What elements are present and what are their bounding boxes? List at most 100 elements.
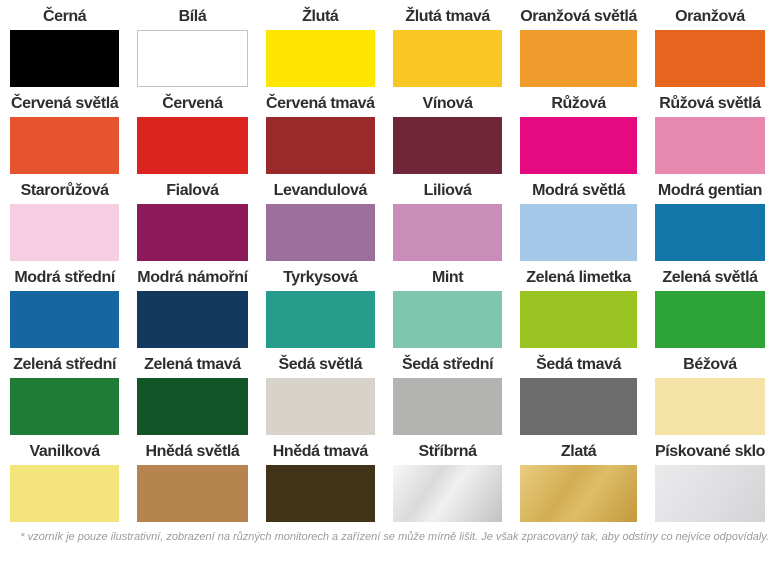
- color-label: Béžová: [683, 356, 737, 373]
- color-swatch: [520, 291, 637, 348]
- color-label: Modrá námořní: [137, 269, 248, 286]
- disclaimer-note: * vzorník je pouze ilustrativní, zobraze…: [20, 531, 769, 543]
- color-swatch: [137, 204, 248, 261]
- color-cell-staroruzova: Starorůžová: [10, 178, 120, 261]
- color-label: Tyrkysová: [283, 269, 358, 286]
- color-cell-oranzova-svetla: Oranžová světlá: [520, 4, 637, 87]
- color-label: Zelená tmavá: [144, 356, 241, 373]
- color-label: Modrá střední: [14, 269, 115, 286]
- color-label: Zelená světlá: [662, 269, 758, 286]
- color-swatch: [392, 204, 503, 261]
- color-label: Liliová: [423, 182, 472, 199]
- color-cell-cervena: Červená: [137, 91, 248, 174]
- color-swatch: [265, 291, 375, 348]
- color-label: Bílá: [178, 8, 207, 25]
- color-swatch: [10, 204, 120, 261]
- color-swatch: [265, 378, 375, 435]
- color-cell-cerna: Černá: [10, 4, 120, 87]
- color-cell-fialova: Fialová: [137, 178, 248, 261]
- color-label: Pískované sklo: [654, 443, 765, 460]
- color-cell-stribrna: Stříbrná: [392, 439, 503, 522]
- color-cell-bezova: Béžová: [654, 352, 765, 435]
- color-cell-ruzova: Růžová: [520, 91, 637, 174]
- color-cell-zlata: Zlatá: [520, 439, 637, 522]
- color-label: Červená světlá: [10, 95, 119, 112]
- color-cell-seda-svetla: Šedá světlá: [265, 352, 375, 435]
- color-cell-hneda-svetla: Hnědá světlá: [137, 439, 248, 522]
- color-cell-vinova: Vínová: [392, 91, 503, 174]
- color-label: Starorůžová: [20, 182, 109, 199]
- color-label: Modrá gentian: [657, 182, 763, 199]
- color-swatch: [265, 30, 375, 87]
- color-swatch: [265, 465, 375, 522]
- color-label: Černá: [42, 8, 87, 25]
- color-cell-hneda-tmava: Hnědá tmavá: [265, 439, 375, 522]
- color-swatch: [392, 465, 503, 522]
- color-label: Hnědá tmavá: [272, 443, 369, 460]
- color-swatch: [137, 117, 248, 174]
- color-palette-grid: Černá Bílá Žlutá Žlutá tmavá Oranžová sv…: [10, 4, 765, 522]
- color-label: Šedá světlá: [278, 356, 363, 373]
- color-label: Mint: [431, 269, 464, 286]
- color-swatch: [137, 30, 248, 87]
- color-swatch: [654, 378, 765, 435]
- color-label: Zlatá: [560, 443, 597, 460]
- color-swatch: [10, 378, 120, 435]
- color-label: Modrá světlá: [532, 182, 626, 199]
- color-swatch: [392, 30, 503, 87]
- color-swatch: [392, 291, 503, 348]
- color-label: Hnědá světlá: [145, 443, 240, 460]
- color-label: Zelená střední: [13, 356, 117, 373]
- color-cell-zelena-tmava: Zelená tmavá: [137, 352, 248, 435]
- color-cell-bila: Bílá: [137, 4, 248, 87]
- color-swatch: [137, 378, 248, 435]
- color-label: Vínová: [422, 95, 473, 112]
- color-swatch: [10, 291, 120, 348]
- color-label: Vanilková: [29, 443, 101, 460]
- color-cell-modra-stredni: Modrá střední: [10, 265, 120, 348]
- color-swatch: [137, 291, 248, 348]
- color-swatch: [520, 378, 637, 435]
- color-cell-tyrkysova: Tyrkysová: [265, 265, 375, 348]
- color-cell-ruzova-svetla: Růžová světlá: [654, 91, 765, 174]
- color-cell-modra-namorni: Modrá námořní: [137, 265, 248, 348]
- color-cell-piskovane-sklo: Pískované sklo: [654, 439, 765, 522]
- color-swatch: [654, 465, 765, 522]
- color-swatch: [137, 465, 248, 522]
- color-swatch: [520, 117, 637, 174]
- color-label: Oranžová světlá: [520, 8, 637, 25]
- color-label: Žlutá: [302, 8, 339, 25]
- color-label: Šedá střední: [401, 356, 494, 373]
- color-cell-levandulova: Levandulová: [265, 178, 375, 261]
- color-label: Oranžová: [675, 8, 745, 25]
- color-swatch: [520, 204, 637, 261]
- color-label: Růžová: [551, 95, 606, 112]
- color-cell-zelena-limetka: Zelená limetka: [520, 265, 637, 348]
- color-swatch: [10, 465, 120, 522]
- color-cell-liliova: Liliová: [392, 178, 503, 261]
- color-label: Zelená limetka: [526, 269, 631, 286]
- color-swatch: [654, 30, 765, 87]
- color-label: Šedá tmavá: [536, 356, 622, 373]
- color-cell-oranzova: Oranžová: [654, 4, 765, 87]
- color-swatch: [654, 204, 765, 261]
- color-cell-seda-tmava: Šedá tmavá: [520, 352, 637, 435]
- color-cell-modra-gentian: Modrá gentian: [654, 178, 765, 261]
- color-label: Žlutá tmavá: [405, 8, 490, 25]
- color-cell-cervena-svetla: Červená světlá: [10, 91, 120, 174]
- color-label: Růžová světlá: [659, 95, 761, 112]
- color-swatch: [520, 30, 637, 87]
- color-swatch: [520, 465, 637, 522]
- color-swatch: [654, 291, 765, 348]
- color-swatch: [265, 117, 375, 174]
- color-label: Levandulová: [273, 182, 368, 199]
- color-cell-modra-svetla: Modrá světlá: [520, 178, 637, 261]
- color-cell-zelena-svetla: Zelená světlá: [654, 265, 765, 348]
- color-swatch: [392, 378, 503, 435]
- color-cell-zelena-stredni: Zelená střední: [10, 352, 120, 435]
- color-cell-zluta-tmava: Žlutá tmavá: [392, 4, 503, 87]
- color-swatch: [654, 117, 765, 174]
- color-swatch: [392, 117, 503, 174]
- color-cell-cervena-tmava: Červená tmavá: [265, 91, 375, 174]
- color-cell-mint: Mint: [392, 265, 503, 348]
